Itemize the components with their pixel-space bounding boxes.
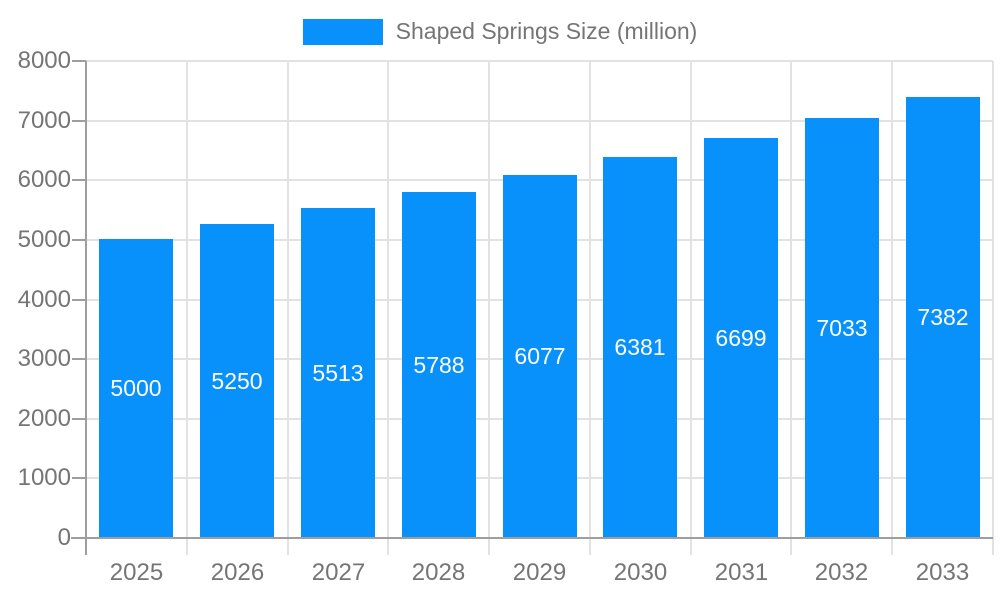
y-tick bbox=[72, 358, 86, 360]
bar-2030[interactable] bbox=[603, 157, 677, 537]
x-axis-line bbox=[71, 537, 993, 539]
bar-2028[interactable] bbox=[402, 192, 476, 537]
bar-2025[interactable] bbox=[99, 239, 173, 537]
bar-value-label: 5788 bbox=[413, 352, 465, 378]
gridline-horizontal bbox=[86, 60, 993, 62]
legend-swatch-icon bbox=[302, 18, 383, 45]
legend-item[interactable]: Shaped Springs Size (million) bbox=[302, 18, 698, 45]
y-tick bbox=[72, 60, 86, 62]
bar-value-label: 5000 bbox=[110, 375, 162, 401]
y-tick bbox=[72, 477, 86, 479]
gridline-vertical bbox=[992, 61, 994, 555]
y-tick bbox=[72, 120, 86, 122]
y-tick bbox=[72, 299, 86, 301]
y-axis-label: 5000 bbox=[17, 226, 71, 253]
bar-2032[interactable] bbox=[805, 118, 879, 537]
gridline-vertical bbox=[387, 61, 389, 555]
gridline-vertical bbox=[287, 61, 289, 555]
gridline-horizontal bbox=[86, 120, 993, 122]
bar-value-label: 7033 bbox=[816, 315, 868, 341]
y-axis-label: 2000 bbox=[17, 405, 71, 432]
y-axis-line bbox=[85, 61, 87, 555]
bar-2026[interactable] bbox=[200, 224, 274, 537]
x-axis-label: 2030 bbox=[613, 559, 668, 586]
x-axis-label: 2031 bbox=[714, 559, 769, 586]
gridline-vertical bbox=[589, 61, 591, 555]
bar-2027[interactable] bbox=[301, 208, 375, 537]
bar-2029[interactable] bbox=[503, 175, 577, 537]
bar-2031[interactable] bbox=[704, 138, 778, 537]
x-axis-label: 2027 bbox=[311, 559, 366, 586]
bar-value-label: 5250 bbox=[211, 368, 263, 394]
gridline-vertical bbox=[790, 61, 792, 555]
y-tick bbox=[72, 418, 86, 420]
bar-2033[interactable] bbox=[906, 97, 980, 537]
y-axis-label: 4000 bbox=[17, 286, 71, 313]
gridline-vertical bbox=[488, 61, 490, 555]
y-axis-label: 6000 bbox=[17, 166, 71, 193]
bar-value-label: 6699 bbox=[715, 325, 767, 351]
y-axis-label: 0 bbox=[57, 524, 71, 551]
x-axis-label: 2025 bbox=[109, 559, 164, 586]
x-axis-label: 2033 bbox=[915, 559, 970, 586]
gridline-vertical bbox=[186, 61, 188, 555]
x-axis-label: 2029 bbox=[512, 559, 567, 586]
x-axis-label: 2028 bbox=[411, 559, 466, 586]
x-axis-label: 2026 bbox=[210, 559, 265, 586]
bar-value-label: 7382 bbox=[917, 304, 969, 330]
y-axis-label: 7000 bbox=[17, 107, 71, 134]
y-tick bbox=[72, 179, 86, 181]
bar-value-label: 6381 bbox=[614, 334, 666, 360]
legend: Shaped Springs Size (million) bbox=[0, 18, 1000, 45]
y-axis-label: 1000 bbox=[17, 464, 71, 491]
bar-value-label: 5513 bbox=[312, 360, 364, 386]
bar-value-label: 6077 bbox=[514, 343, 566, 369]
gridline-vertical bbox=[690, 61, 692, 555]
x-axis-label: 2032 bbox=[814, 559, 869, 586]
legend-label: Shaped Springs Size (million) bbox=[395, 18, 698, 44]
y-axis-label: 3000 bbox=[17, 345, 71, 372]
y-axis-label: 8000 bbox=[17, 47, 71, 74]
gridline-vertical bbox=[891, 61, 893, 555]
y-tick bbox=[72, 239, 86, 241]
